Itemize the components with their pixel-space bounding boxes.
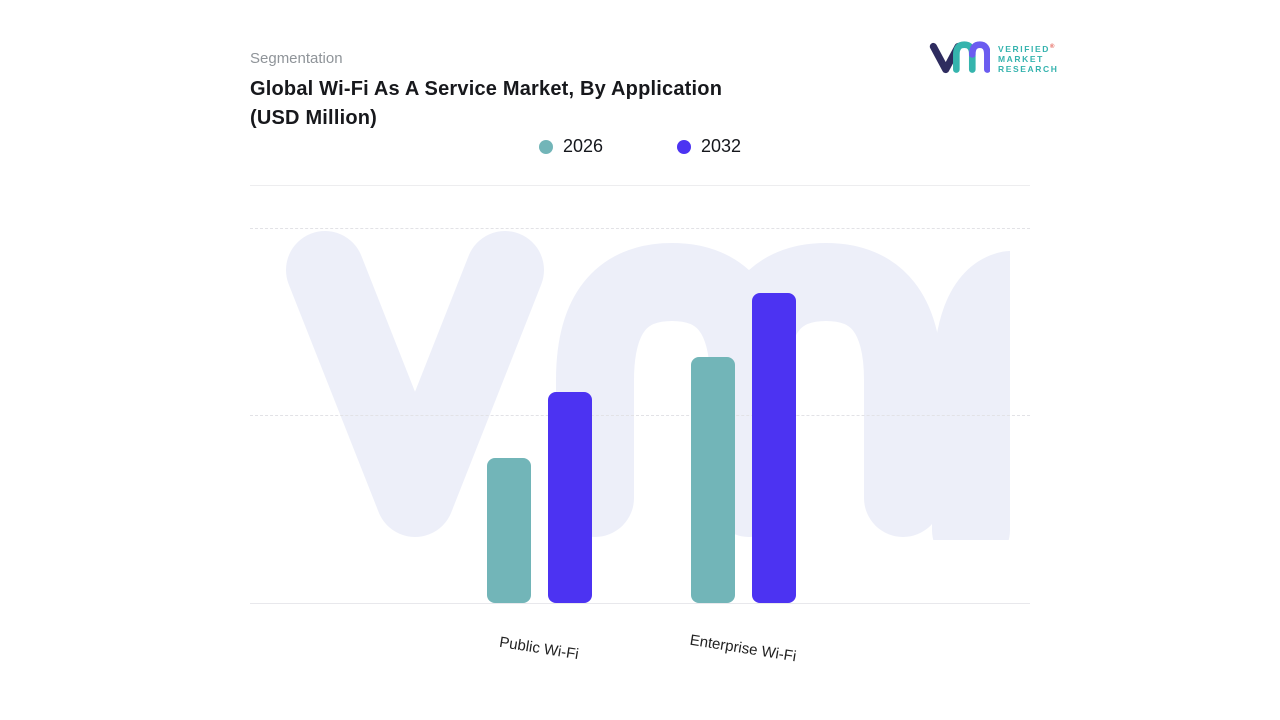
bar-2026-enterprise-wi-fi bbox=[690, 357, 735, 603]
chart-legend: 2026 2032 bbox=[250, 136, 1030, 157]
logo-line-verified: VERIFIED® bbox=[998, 43, 1055, 54]
legend-swatch-2026 bbox=[538, 139, 553, 154]
bar-2032-enterprise-wi-fi bbox=[751, 293, 796, 603]
gridline-top bbox=[250, 228, 1030, 229]
legend-label-2032: 2032 bbox=[701, 136, 742, 156]
x-axis-baseline bbox=[250, 603, 1030, 604]
vmr-logo-mark-icon bbox=[929, 41, 990, 74]
legend-label-2026: 2026 bbox=[562, 136, 603, 156]
vmr-logo: VERIFIED® MARKET RESEARCH bbox=[928, 38, 1059, 78]
chart-title-line1: Global Wi-Fi As A Service Market, By App… bbox=[250, 78, 723, 100]
gridline-middle bbox=[250, 415, 1030, 416]
logo-line-market: MARKET bbox=[998, 53, 1044, 64]
bar-2026-public-wi-fi bbox=[486, 458, 531, 603]
legend-item-2032: 2032 bbox=[677, 136, 741, 157]
chart-title: Global Wi-Fi As A Service Market, By App… bbox=[250, 75, 890, 133]
vmr-watermark-icon bbox=[286, 231, 1010, 540]
chart-title-line2: (USD Million) bbox=[250, 107, 378, 129]
logo-line-research: RESEARCH bbox=[998, 63, 1059, 74]
bar-2032-public-wi-fi bbox=[547, 392, 592, 603]
x-axis-label: Enterprise Wi-Fi bbox=[688, 631, 798, 666]
legend-item-2026: 2026 bbox=[538, 136, 603, 157]
plot-area: Public Wi-Fi Enterprise Wi-Fi bbox=[250, 228, 1030, 665]
x-axis-label: Public Wi-Fi bbox=[498, 633, 580, 664]
legend-swatch-2032 bbox=[677, 139, 691, 154]
eyebrow-label: Segmentation bbox=[250, 50, 343, 67]
header-separator-line bbox=[250, 185, 1030, 186]
registered-mark: ® bbox=[1050, 44, 1055, 51]
vmr-logo-text: VERIFIED® MARKET RESEARCH bbox=[998, 42, 1059, 74]
